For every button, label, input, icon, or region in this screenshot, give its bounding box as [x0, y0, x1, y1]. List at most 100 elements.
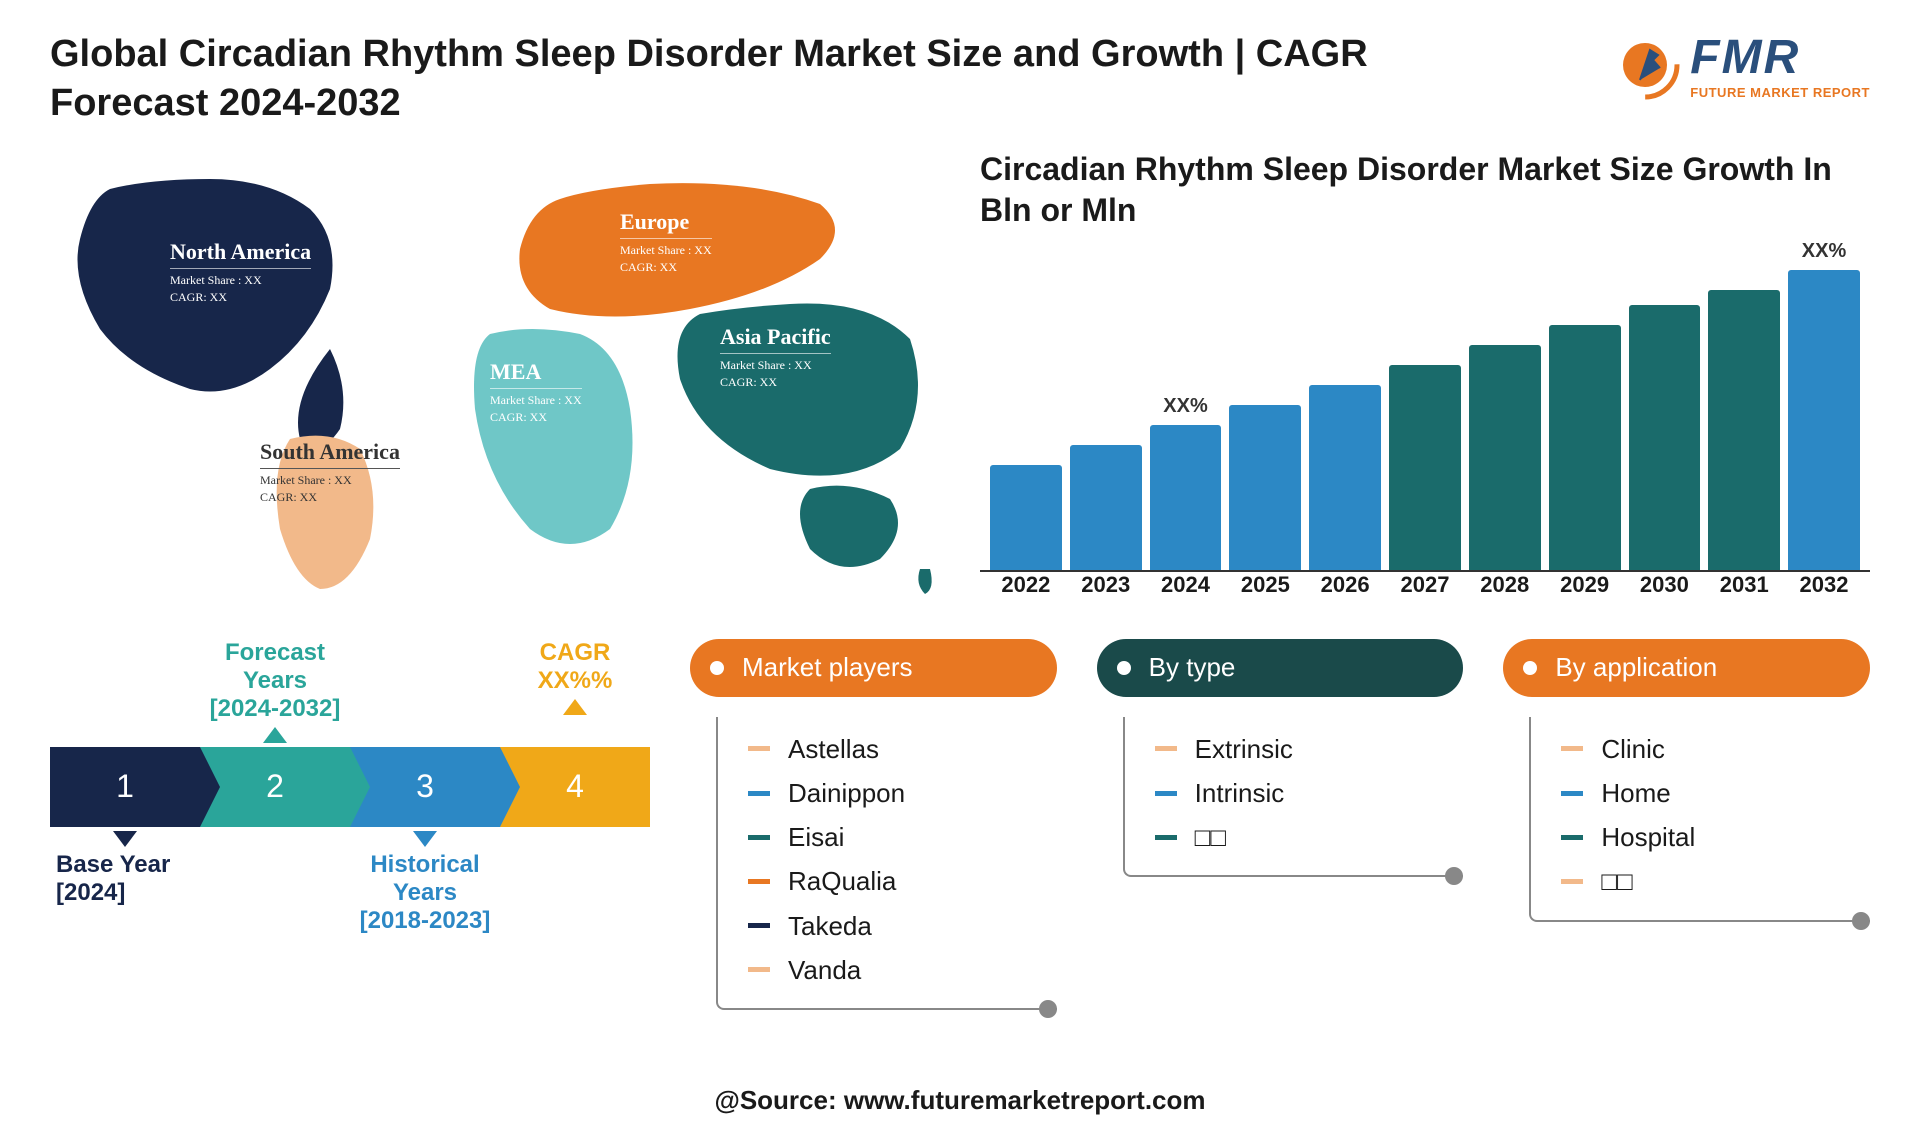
list-item: Astellas [748, 727, 1057, 771]
bar-rect [1070, 445, 1142, 570]
list-item-label: Extrinsic [1195, 727, 1293, 771]
bullet-icon [1561, 879, 1583, 884]
bar-xlabel: 2031 [1708, 572, 1780, 598]
list-item-label: Astellas [788, 727, 879, 771]
list-item-label: □□ [1601, 859, 1632, 903]
bullet-icon [1155, 791, 1177, 796]
bar [990, 465, 1062, 570]
list-item-label: Eisai [788, 815, 844, 859]
bar-annotation: XX% [1163, 395, 1207, 418]
bar-xlabel: 2025 [1229, 572, 1301, 598]
bullet-icon [748, 879, 770, 884]
list-item: Clinic [1561, 727, 1870, 771]
logo-text-main: FMR [1690, 30, 1870, 85]
map-label-north-america: North America Market Share : XX CAGR: XX [170, 239, 311, 306]
timeline-label-cagr: CAGR XX%% [500, 639, 650, 695]
bar: XX% [1150, 425, 1222, 570]
bullet-icon [748, 791, 770, 796]
card-market-players: Market players AstellasDainipponEisaiRaQ… [690, 639, 1057, 1010]
chart-title: Circadian Rhythm Sleep Disorder Market S… [980, 149, 1870, 232]
list-item-label: □□ [1195, 815, 1226, 859]
bar-xlabel: 2028 [1469, 572, 1541, 598]
list-item-label: Dainippon [788, 771, 905, 815]
bar [1389, 365, 1461, 570]
dot-icon [1117, 661, 1131, 675]
bullet-icon [1561, 746, 1583, 751]
bar-rect [1469, 345, 1541, 570]
list-item: Hospital [1561, 815, 1870, 859]
list-item: Vanda [748, 948, 1057, 992]
bar-rect [1389, 365, 1461, 570]
card-header-by-type: By type [1097, 639, 1464, 697]
bar-xlabel: 2029 [1549, 572, 1621, 598]
dot-icon [1523, 661, 1537, 675]
list-item-label: Vanda [788, 948, 861, 992]
bullet-icon [1561, 835, 1583, 840]
card-header-market-players: Market players [690, 639, 1057, 697]
bar: XX% [1788, 270, 1860, 570]
timeline-bar: 1234 [50, 747, 650, 827]
list-item: Extrinsic [1155, 727, 1464, 771]
bar-annotation: XX% [1802, 240, 1846, 263]
bar-xlabel: 2023 [1070, 572, 1142, 598]
bar-rect [990, 465, 1062, 570]
list-item: Takeda [748, 904, 1057, 948]
bullet-icon [748, 835, 770, 840]
list-item: □□ [1561, 859, 1870, 903]
timeline-label-historical: Historical Years [2018-2023] [350, 851, 500, 935]
bar-rect [1629, 305, 1701, 570]
page-title: Global Circadian Rhythm Sleep Disorder M… [50, 30, 1450, 129]
timeline-label-base: Base Year [2024] [50, 851, 200, 907]
timeline-label-forecast: Forecast Years [2024-2032] [200, 639, 350, 723]
bar [1708, 290, 1780, 570]
bar-xlabel: 2032 [1788, 572, 1860, 598]
source-attribution: @Source: www.futuremarketreport.com [714, 1085, 1205, 1116]
list-item: Intrinsic [1155, 771, 1464, 815]
bullet-icon [1561, 791, 1583, 796]
list-item-label: RaQualia [788, 859, 896, 903]
bar-rect [1549, 325, 1621, 570]
bar-xlabel: 2026 [1309, 572, 1381, 598]
list-item: □□ [1155, 815, 1464, 859]
bar-rect [1788, 270, 1860, 570]
bottom-section: Forecast Years [2024-2032] CAGR XX%% 123… [50, 639, 1870, 1010]
bar-rect [1150, 425, 1222, 570]
bar [1070, 445, 1142, 570]
list-item-label: Home [1601, 771, 1670, 815]
top-section: North America Market Share : XX CAGR: XX… [50, 149, 1870, 599]
world-map: North America Market Share : XX CAGR: XX… [50, 149, 950, 599]
bar [1469, 345, 1541, 570]
bar-chart: XX% XX% [980, 252, 1870, 572]
card-list-by-type: ExtrinsicIntrinsic□□ [1123, 717, 1464, 878]
bullet-icon [1155, 835, 1177, 840]
bar [1309, 385, 1381, 570]
map-label-south-america: South America Market Share : XX CAGR: XX [260, 439, 400, 506]
bar-rect [1229, 405, 1301, 570]
bar-xlabel: 2022 [990, 572, 1062, 598]
list-item-label: Intrinsic [1195, 771, 1285, 815]
bar-xlabel: 2030 [1629, 572, 1701, 598]
bar [1629, 305, 1701, 570]
bar-rect [1309, 385, 1381, 570]
bar [1229, 405, 1301, 570]
card-by-application: By application ClinicHomeHospital□□ [1503, 639, 1870, 922]
timeline-segment: 4 [500, 747, 650, 827]
list-item-label: Clinic [1601, 727, 1665, 771]
dot-icon [710, 661, 724, 675]
bar-xlabel: 2024 [1150, 572, 1222, 598]
bar-rect [1708, 290, 1780, 570]
list-item: Dainippon [748, 771, 1057, 815]
timeline-segment: 3 [350, 747, 500, 827]
list-item: Home [1561, 771, 1870, 815]
bar-xlabel: 2027 [1389, 572, 1461, 598]
bar [1549, 325, 1621, 570]
list-item: RaQualia [748, 859, 1057, 903]
card-header-by-application: By application [1503, 639, 1870, 697]
logo: FMR FUTURE MARKET REPORT [1610, 30, 1870, 100]
map-label-asia-pacific: Asia Pacific Market Share : XX CAGR: XX [720, 324, 831, 391]
bar-chart-xaxis: 2022 2023 2024 2025 2026 2027 2028 2029 2030 2031… [980, 572, 1870, 598]
card-by-type: By type ExtrinsicIntrinsic□□ [1097, 639, 1464, 878]
bullet-icon [748, 923, 770, 928]
timeline-segment: 2 [200, 747, 350, 827]
list-item-label: Hospital [1601, 815, 1695, 859]
